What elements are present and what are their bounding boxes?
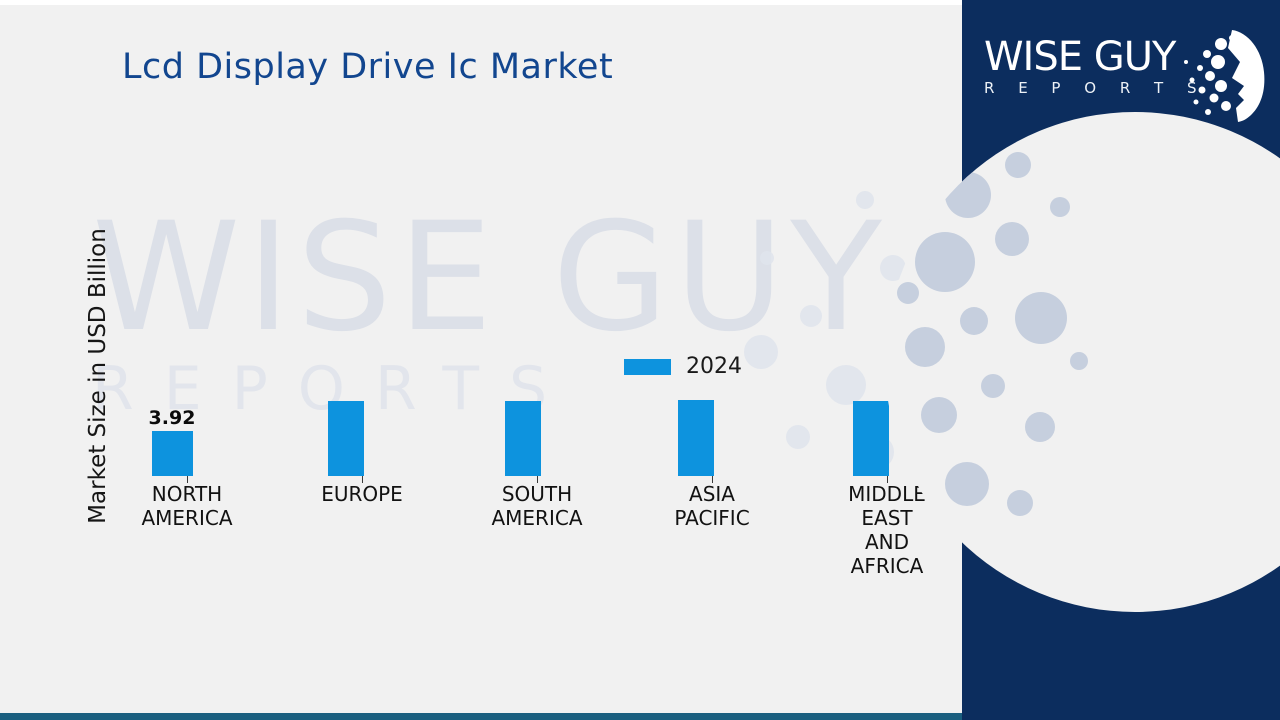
- bar-asia-pacific: [678, 400, 714, 476]
- axis-tick: [362, 476, 363, 483]
- axis-tick: [187, 476, 188, 483]
- axis-tick: [887, 476, 888, 483]
- logo: WISE GUY R E P O R T S: [984, 30, 1265, 122]
- category-label-asia-pacific: ASIA PACIFIC: [674, 482, 750, 530]
- category-label-europe: EUROPE: [321, 482, 403, 506]
- category-label-middle-east-and-africa: MIDDLE EAST AND AFRICA: [848, 482, 926, 578]
- logo-tagline: R E P O R T S: [984, 79, 1206, 97]
- bar-middle-east-and-africa: [853, 401, 889, 476]
- bar-value-north-america: 3.92: [148, 407, 196, 429]
- circle-decoration: [885, 112, 1280, 612]
- bar-europe: [328, 401, 364, 476]
- category-label-south-america: SOUTH AMERICA: [491, 482, 583, 530]
- bar-south-america: [505, 401, 541, 476]
- page-title: Lcd Display Drive Ic Market: [122, 47, 614, 87]
- axis-tick: [537, 476, 538, 483]
- bottom-accent-strip: [0, 713, 962, 720]
- legend-swatch-2024: [624, 358, 671, 375]
- category-label-north-america: NORTH AMERICA: [141, 482, 233, 530]
- axis-tick: [712, 476, 713, 483]
- chart-legend: 2024: [624, 354, 742, 379]
- head-profile-icon: [1184, 30, 1265, 122]
- plot-area: 3.92 NORTH AMERICA EUROPE SOUTH AMERICA …: [0, 5, 962, 713]
- legend-label-2024: 2024: [686, 354, 742, 379]
- chart-panel: WISE GUY REPORTS Lcd Display Drive Ic Ma…: [0, 5, 962, 713]
- bar-north-america: [152, 431, 193, 476]
- top-white-strip: [0, 0, 962, 5]
- logo-wordmark: WISE GUY: [984, 34, 1176, 80]
